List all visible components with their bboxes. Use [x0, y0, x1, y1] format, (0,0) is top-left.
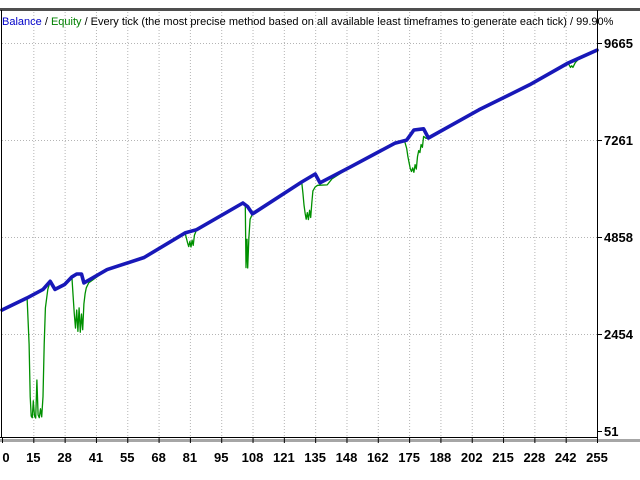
x-axis-label: 148	[336, 450, 358, 465]
x-axis-label: 188	[430, 450, 452, 465]
x-axis-label: 135	[304, 450, 326, 465]
x-axis-label: 121	[273, 450, 295, 465]
x-axis-label: 68	[151, 450, 165, 465]
y-axis-label: 9665	[604, 36, 633, 51]
y-axis-label: 2454	[604, 327, 634, 342]
x-axis-label: 41	[89, 450, 103, 465]
x-axis-label: 228	[524, 450, 546, 465]
y-axis-label: 51	[604, 424, 618, 439]
x-axis-label: 81	[183, 450, 197, 465]
y-axis-label: 4858	[604, 230, 633, 245]
x-axis-label: 0	[2, 450, 9, 465]
equity-legend-label: Equity	[50, 16, 82, 28]
x-axis-label: 162	[367, 450, 389, 465]
x-axis-label: 95	[214, 450, 228, 465]
y-axis-label: 7261	[604, 133, 633, 148]
equity-line	[1, 49, 598, 419]
x-axis-label: 202	[461, 450, 483, 465]
x-axis-label: 175	[398, 450, 420, 465]
x-axis-label: 108	[242, 450, 264, 465]
x-axis-label: 215	[492, 450, 514, 465]
balance-line	[0, 48, 599, 312]
x-axis-label: 255	[586, 450, 608, 465]
x-axis-label: 242	[555, 450, 577, 465]
model-description-label: / Every tick (the most precise method ba…	[81, 16, 614, 28]
x-axis-label: 55	[120, 450, 134, 465]
legend-separator: /	[41, 16, 51, 28]
chart-legend: Balance / Equity / Every tick (the most …	[2, 14, 613, 30]
x-axis-label: 15	[26, 450, 40, 465]
balance-legend-label: Balance	[2, 16, 42, 28]
x-axis-label: 28	[57, 450, 71, 465]
